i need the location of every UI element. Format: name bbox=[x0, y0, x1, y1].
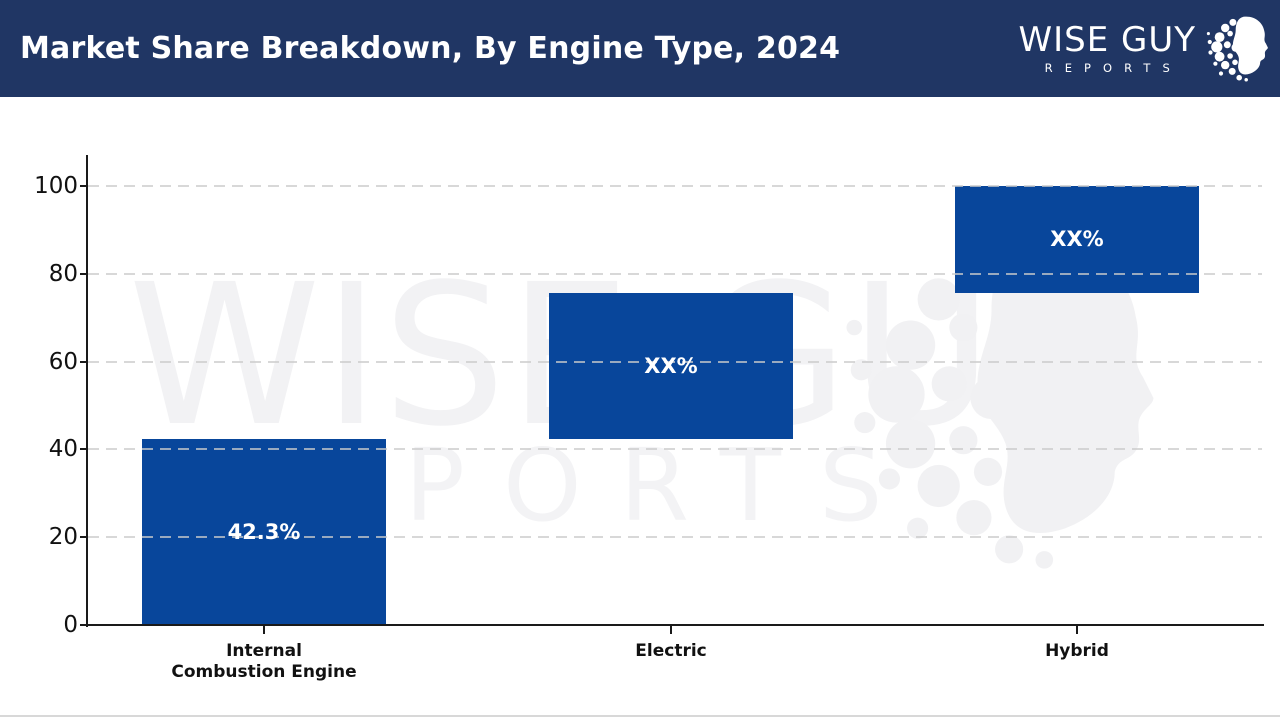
bar-segment bbox=[142, 439, 386, 625]
x-category-label: Hybrid bbox=[1045, 641, 1109, 661]
y-tick-mark bbox=[80, 624, 88, 626]
bottom-divider bbox=[0, 715, 1280, 717]
y-tick-mark bbox=[80, 536, 88, 539]
logo-text: WISE GUY REPORTS bbox=[1018, 23, 1196, 75]
y-tick-label: 60 bbox=[48, 348, 78, 375]
logo-wordmark: WISE GUY bbox=[1018, 19, 1196, 60]
y-tick-mark bbox=[80, 185, 88, 187]
gridline bbox=[88, 536, 1262, 539]
bar-segment bbox=[549, 292, 793, 440]
y-tick-label: 100 bbox=[34, 173, 78, 199]
x-axis-line bbox=[86, 624, 1264, 626]
gridline bbox=[88, 448, 1262, 451]
title-bar: Market Share Breakdown, By Engine Type, … bbox=[0, 0, 1280, 97]
y-tick-mark bbox=[80, 448, 88, 451]
y-tick-label: 80 bbox=[48, 260, 78, 287]
wiseguy-logo: WISE GUY REPORTS bbox=[1018, 0, 1270, 97]
y-tick-label: 40 bbox=[48, 436, 78, 463]
y-tick-mark bbox=[80, 272, 88, 275]
y-axis-line bbox=[86, 155, 88, 627]
gridline bbox=[88, 360, 1262, 363]
y-tick-label: 20 bbox=[48, 524, 78, 551]
gridline bbox=[88, 272, 1262, 275]
chart-title: Market Share Breakdown, By Engine Type, … bbox=[20, 31, 841, 66]
x-category-label: Internal Combustion Engine bbox=[171, 641, 357, 682]
x-tick-mark bbox=[263, 626, 265, 634]
bar-segment bbox=[955, 186, 1199, 293]
x-tick-mark bbox=[670, 626, 672, 634]
y-tick-label: 0 bbox=[63, 612, 78, 638]
logo-face-icon bbox=[1206, 16, 1268, 82]
gridline bbox=[88, 185, 1262, 187]
y-tick-mark bbox=[80, 360, 88, 363]
logo-subtext: REPORTS bbox=[1044, 60, 1182, 75]
x-category-label: Electric bbox=[635, 641, 707, 661]
x-tick-mark bbox=[1076, 626, 1078, 634]
